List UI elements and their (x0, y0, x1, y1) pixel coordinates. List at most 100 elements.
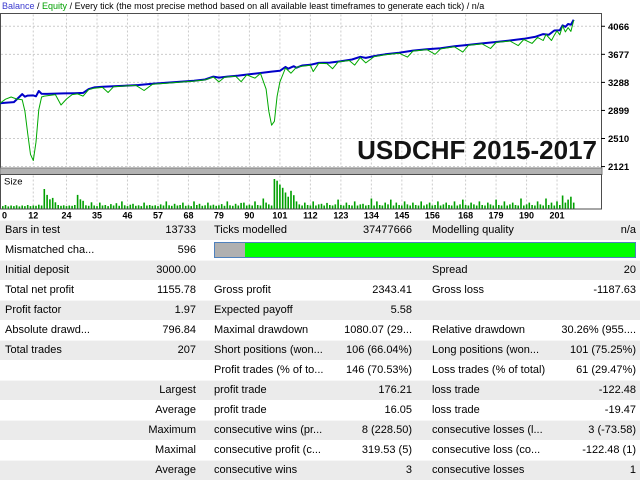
size-bar (417, 205, 420, 209)
size-bar (287, 196, 289, 209)
size-bar (514, 205, 517, 209)
size-bar (534, 205, 536, 209)
size-bar (442, 204, 445, 209)
table-row: Maximal consecutive profit (c... 319.53 (5… (0, 440, 640, 460)
size-bar (7, 206, 10, 209)
size-bar (254, 201, 256, 209)
cell-label: Ticks modelled (214, 224, 287, 236)
size-bar (337, 199, 339, 209)
table-row: Bars in test 13733 Ticks modelled 37477666 M… (0, 220, 640, 240)
table-cell (432, 301, 636, 320)
table-row: Profit trades (% of to... 146 (70.53%) Los… (0, 360, 640, 380)
size-bar (112, 205, 115, 209)
size-bar (157, 206, 159, 209)
size-bar (536, 201, 539, 209)
table-cell: consecutive wins (pr... 8 (228.50) (214, 421, 412, 440)
size-bar (259, 205, 262, 209)
table-cell: loss trade -19.47 (432, 400, 636, 420)
size-bar (489, 204, 492, 209)
size-bar (2, 206, 4, 209)
tester-graph[interactable]: 4066 3677 3288 2899 2510 2121 USDCHF 2015-2017… (0, 13, 640, 221)
table-cell: Mismatched cha... 596 (0, 240, 196, 260)
cell-label: Spread (432, 264, 468, 276)
size-bar (35, 205, 37, 209)
size-bar (10, 205, 12, 209)
table-cell: Average (0, 400, 196, 420)
size-bar (373, 205, 375, 209)
table-cell: Spread 20 (432, 261, 636, 280)
table-cell: Profit factor 1.97 (0, 301, 196, 320)
table-row: Average profit trade 16.05 loss trade -19.47 (0, 400, 640, 420)
cell-label: consecutive losses (432, 464, 525, 476)
size-bar (365, 205, 367, 209)
table-cell: Bars in test 13733 (0, 221, 196, 240)
cell-label: Total trades (5, 344, 62, 356)
size-bar (38, 204, 40, 209)
size-bar (456, 205, 459, 209)
size-bar (21, 205, 23, 209)
size-bar (525, 204, 528, 209)
size-bar (390, 199, 392, 209)
table-row: Profit factor 1.97 Expected payoff 5.58 (0, 300, 640, 320)
size-bar (132, 203, 134, 209)
size-bar (110, 204, 112, 209)
size-bar (487, 202, 489, 209)
size-bar (240, 202, 242, 209)
size-bar (15, 205, 18, 209)
x-axis-label: 112 (303, 211, 318, 221)
x-axis-label: 79 (214, 211, 224, 221)
size-bar (395, 202, 398, 209)
cell-value: 176.21 (378, 384, 412, 396)
cell-label: Loss trades (% of total) (432, 364, 546, 376)
table-cell: Gross loss -1187.63 (432, 280, 636, 300)
size-bar (426, 204, 428, 209)
cell-value: n/a (620, 224, 636, 236)
size-bar (478, 201, 481, 209)
size-bar (171, 205, 173, 209)
modelling-quality-bar (214, 242, 636, 258)
size-bar (409, 205, 411, 209)
size-bar (450, 205, 453, 209)
table-cell: consecutive losses 1 (432, 461, 636, 480)
size-bar (475, 205, 478, 209)
size-bar (237, 205, 240, 209)
size-bar (129, 204, 132, 209)
size-bar (87, 205, 90, 209)
size-bar (49, 199, 51, 209)
results-table: Bars in test 13733 Ticks modelled 37477666 M… (0, 220, 640, 480)
size-bar (248, 204, 251, 209)
size-bar (523, 205, 525, 209)
size-bar (226, 201, 229, 209)
cell-label: consecutive loss (co... (432, 444, 541, 456)
x-axis-label: 46 (122, 211, 132, 221)
size-bar (40, 205, 43, 209)
table-cell: consecutive profit (c... 319.53 (5) (214, 440, 412, 460)
size-bar (187, 205, 190, 209)
x-axis-label: 0 (2, 211, 7, 221)
size-bar (484, 205, 486, 209)
quality-bar-gray-segment (215, 243, 245, 257)
size-bar (245, 205, 248, 209)
size-bar (96, 206, 98, 209)
x-axis-label: 90 (244, 211, 254, 221)
y-axis-label: 2121 (608, 162, 630, 173)
size-bar (448, 205, 450, 209)
size-bar (290, 190, 292, 209)
cell-value: 1155.78 (157, 284, 196, 296)
size-bar (304, 202, 306, 209)
size-bar (356, 205, 359, 209)
size-bar (115, 203, 118, 209)
chart-legend: Balance / Equity / Every tick (the most … (0, 0, 640, 13)
cell-label: loss trade (432, 384, 480, 396)
cell-value: Average (155, 404, 196, 416)
size-bar (345, 202, 348, 209)
x-axis-label: 68 (183, 211, 193, 221)
size-bar (179, 205, 181, 209)
size-bar (550, 202, 553, 209)
size-bar (176, 205, 179, 209)
size-bar (273, 179, 276, 209)
size-bar (68, 205, 71, 209)
table-row: Maximum consecutive wins (pr... 8 (228.50)… (0, 420, 640, 440)
x-axis-label: 156 (425, 211, 440, 221)
